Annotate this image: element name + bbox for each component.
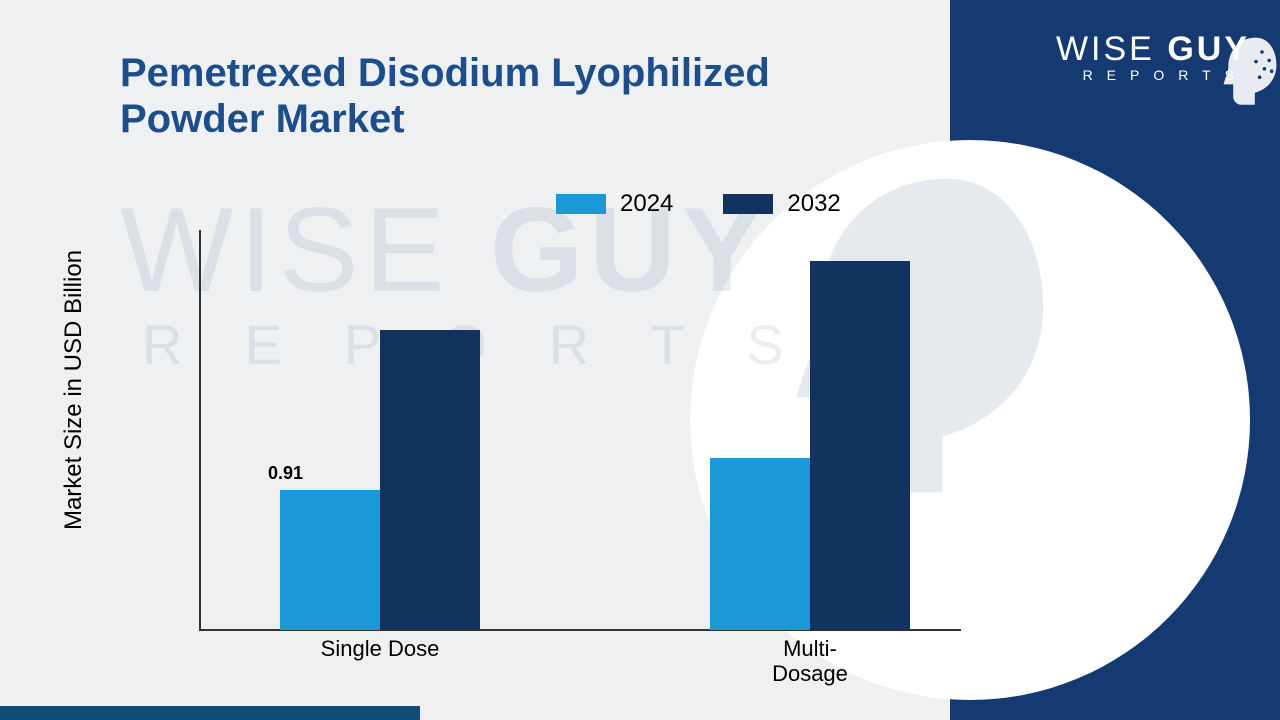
bar-group-multi <box>710 230 910 630</box>
bar-group-single: 0.91 <box>280 230 480 630</box>
brand-guy: GUY <box>1167 30 1250 68</box>
bottom-accent-bar <box>0 706 420 720</box>
bar-multi-2032 <box>810 261 910 630</box>
y-axis-line <box>199 230 201 630</box>
brand-wise: WISE <box>1056 30 1155 68</box>
legend-swatch-2032 <box>723 194 773 214</box>
bar-single-2024 <box>280 490 380 630</box>
bar-value-single-2024: 0.91 <box>268 463 303 484</box>
x-tick-single: Single Dose <box>320 636 440 661</box>
bar-multi-2024 <box>710 458 810 630</box>
bar-single-2032 <box>380 330 480 630</box>
legend-item-2032: 2032 <box>723 190 840 218</box>
chart-canvas: WISE GUY REPORTS Pemetrexed Disodium Lyo… <box>0 0 1280 720</box>
chart-area: 0.91 Single Dose Multi-Dosage <box>200 230 960 660</box>
legend-label-2032: 2032 <box>787 190 840 218</box>
plot-area: 0.91 <box>200 230 960 630</box>
x-tick-multi: Multi-Dosage <box>750 636 870 687</box>
y-axis-label-wrap: Market Size in USD Billion <box>60 200 88 620</box>
brand-sub: REPORTS <box>1056 67 1250 83</box>
brand-logo: WISE GUY REPORTS <box>1056 30 1250 83</box>
y-axis-label: Market Size in USD Billion <box>60 180 88 600</box>
legend-label-2024: 2024 <box>620 190 673 218</box>
legend-item-2024: 2024 <box>556 190 673 218</box>
legend-swatch-2024 <box>556 194 606 214</box>
chart-title: Pemetrexed Disodium Lyophilized Powder M… <box>120 50 860 142</box>
legend: 2024 2032 <box>556 190 841 218</box>
